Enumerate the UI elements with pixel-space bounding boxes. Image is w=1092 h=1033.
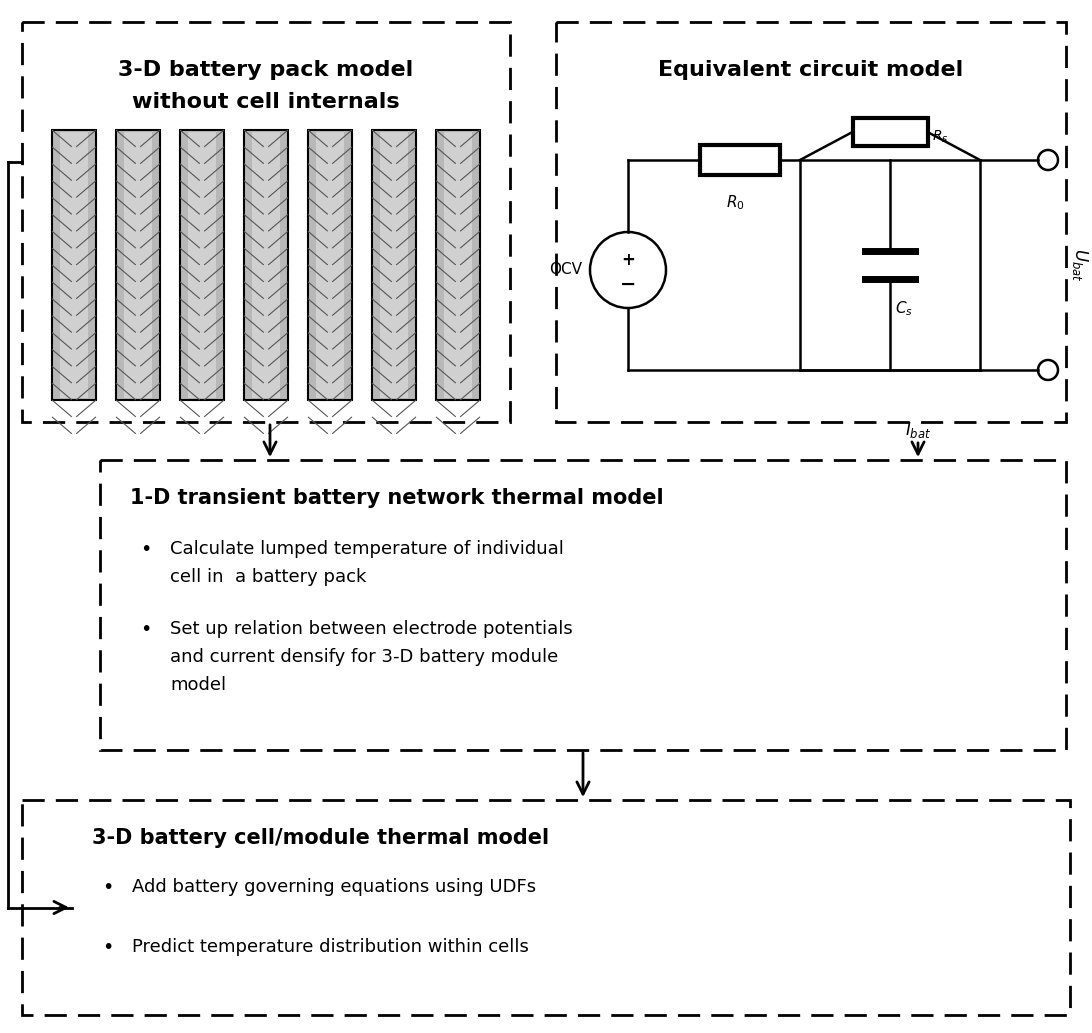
Bar (180, 130, 224, 400)
Text: 3-D battery pack model: 3-D battery pack model (118, 60, 414, 80)
Text: +: + (621, 251, 634, 269)
Bar (372, 130, 416, 400)
Bar (700, 145, 780, 175)
Text: $I_{bat}$: $I_{bat}$ (905, 420, 931, 440)
Bar (188, 132, 216, 398)
Text: cell in  a battery pack: cell in a battery pack (170, 568, 367, 586)
Text: •: • (102, 878, 114, 897)
Bar (124, 132, 152, 398)
Bar (252, 132, 280, 398)
Text: Set up relation between electrode potentials: Set up relation between electrode potent… (170, 620, 572, 638)
Text: Predict temperature distribution within cells: Predict temperature distribution within … (132, 938, 529, 956)
Text: $R_0$: $R_0$ (726, 193, 745, 212)
Bar (444, 132, 472, 398)
Bar (436, 130, 480, 400)
Bar (244, 130, 288, 400)
Bar (52, 130, 96, 400)
Text: $R_s$: $R_s$ (933, 129, 949, 146)
Text: −: − (620, 275, 637, 293)
Text: Add battery governing equations using UDFs: Add battery governing equations using UD… (132, 878, 536, 896)
Bar (853, 118, 927, 146)
Text: •: • (140, 620, 152, 639)
Text: 1-D transient battery network thermal model: 1-D transient battery network thermal mo… (130, 488, 664, 508)
Bar (116, 130, 161, 400)
Text: $C_s$: $C_s$ (895, 299, 913, 318)
Text: Equivalent circuit model: Equivalent circuit model (658, 60, 963, 80)
Text: without cell internals: without cell internals (132, 92, 400, 112)
Bar (316, 132, 344, 398)
Text: •: • (102, 938, 114, 957)
Bar (60, 132, 88, 398)
Text: Calculate lumped temperature of individual: Calculate lumped temperature of individu… (170, 540, 563, 558)
Bar (308, 130, 352, 400)
Text: OCV: OCV (549, 262, 582, 278)
Text: model: model (170, 676, 226, 694)
Text: $U_{bat}$: $U_{bat}$ (1070, 248, 1090, 282)
Bar (380, 132, 408, 398)
Text: •: • (140, 540, 152, 559)
Text: 3-D battery cell/module thermal model: 3-D battery cell/module thermal model (92, 828, 549, 848)
Text: and current densify for 3-D battery module: and current densify for 3-D battery modu… (170, 648, 558, 666)
